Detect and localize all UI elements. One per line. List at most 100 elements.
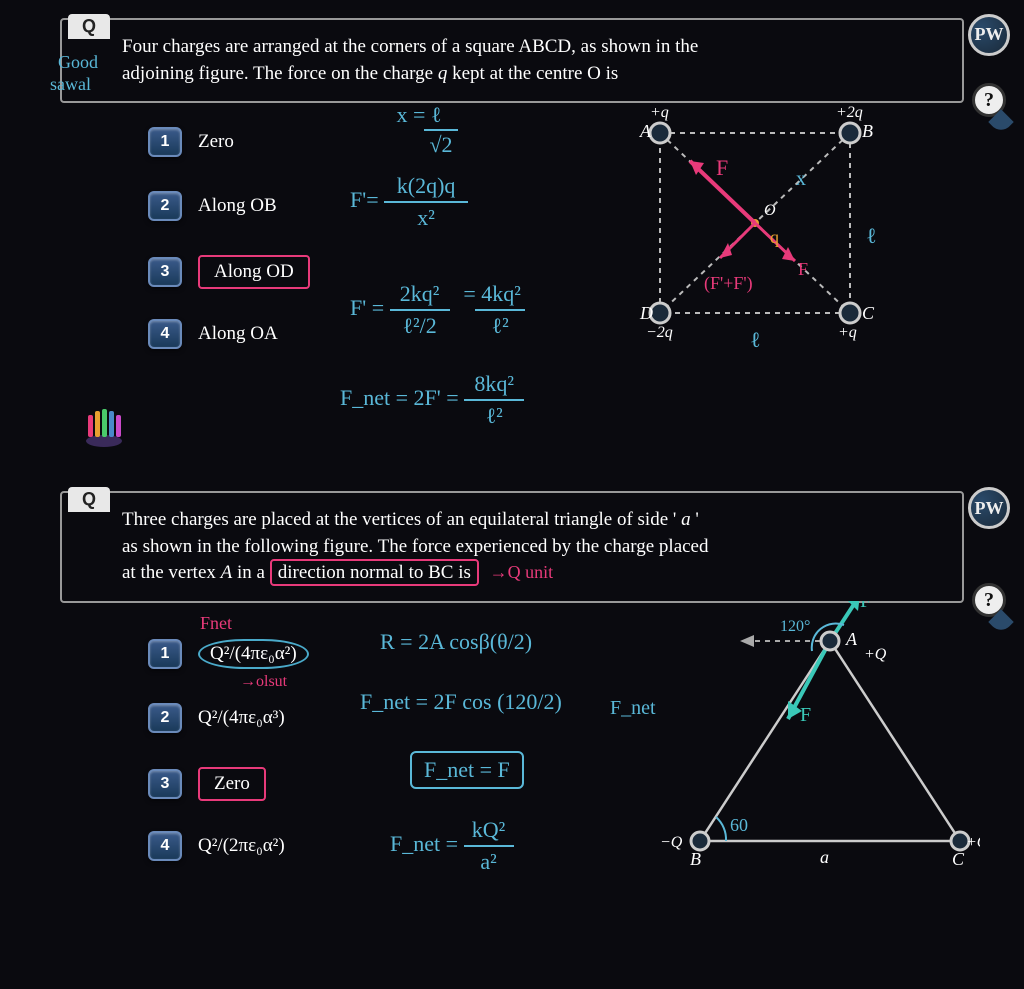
option-label-selected: Zero [198, 767, 266, 801]
svg-text:a: a [820, 847, 829, 867]
q2-annot-unit: →Q unit [490, 562, 554, 582]
svg-text:+q: +q [838, 324, 857, 341]
svg-text:F: F [860, 601, 871, 612]
svg-text:−2q: −2q [646, 324, 673, 341]
q2-triangle-diagram: A +Q B −Q C +Q a 120° 60 F F [660, 601, 980, 891]
option-label-circled: Q²/(4πε₀α²) [198, 639, 309, 669]
q1-option-2[interactable]: 2 Along OB [148, 191, 277, 221]
eq2-lhs: F_net = 2F cos [360, 689, 492, 714]
svg-text:+2q: +2q [836, 104, 863, 121]
svg-text:D: D [639, 303, 653, 323]
option-label: Q²/(2πε₀α²) [198, 835, 285, 857]
q1-eq4: F_net = 2F' = 8kq² ℓ² [340, 371, 524, 429]
q2-line3a: at the vertex [122, 562, 221, 583]
q1-text-line2a: adjoining figure. The force on the charg… [122, 63, 438, 84]
option-number: 4 [148, 831, 182, 861]
q2-tab: Q [68, 487, 110, 512]
q1-eq3: F' = 2kq² ℓ²/2 = 4kq² ℓ² [350, 281, 525, 339]
q2-boxed-text: direction normal to BC is [270, 559, 479, 586]
q2-options: Fnet 1 Q²/(4πε₀α²) →olsut 2 Q²/(4πε₀α³) … [120, 621, 964, 931]
svg-text:q: q [770, 227, 779, 247]
q2-eq4: F_net = kQ² a² [390, 817, 514, 875]
option-number: 1 [148, 127, 182, 157]
q2-option-1[interactable]: 1 Q²/(4πε₀α²) [148, 639, 309, 669]
svg-text:C: C [952, 849, 965, 869]
svg-text:A: A [639, 121, 652, 141]
option-label: Zero [198, 131, 234, 153]
svg-text:O: O [764, 202, 776, 219]
eq3-den: ℓ²/2 [402, 313, 436, 338]
eq1-num: x = ℓ [397, 102, 442, 127]
eq4-den: ℓ² [486, 403, 503, 428]
option-label: Along OA [198, 323, 278, 345]
eq2-lhs: F'= [350, 187, 379, 212]
q2-option-4[interactable]: 4 Q²/(2πε₀α²) [148, 831, 285, 861]
q1-text-line1: Four charges are arranged at the corners… [122, 36, 698, 57]
svg-text:+Q: +Q [966, 834, 980, 851]
option-number: 3 [148, 257, 182, 287]
q2-annot-fnet: Fnet [200, 613, 232, 634]
option-label-selected: Along OD [198, 255, 310, 289]
svg-text:B: B [690, 849, 701, 869]
q2-fnet-label: F_net [610, 697, 656, 720]
hands-svg [80, 401, 128, 449]
svg-text:F: F [716, 155, 728, 180]
q2-box: PW ? Three charges are placed at the ver… [60, 491, 964, 603]
svg-text:+Q: +Q [864, 646, 887, 663]
q1-options: 1 Zero 2 Along OB 3 Along OD 4 Along OA … [120, 121, 964, 481]
eq3-num: 2kq² [400, 281, 440, 306]
option-number: 1 [148, 639, 182, 669]
q2-eq3-box: F_net = F [410, 751, 524, 789]
q2-annot-olsha: →olsut [240, 673, 287, 691]
svg-text:−Q: −Q [660, 834, 683, 851]
svg-text:(F'+F'): (F'+F') [704, 273, 753, 294]
svg-text:F: F [800, 704, 811, 726]
q1-eq1: x = ℓ √2 [380, 103, 458, 157]
option-label: Q²/(4πε₀α³) [198, 707, 285, 729]
q2-line3b: in a [237, 562, 270, 583]
eq4-lhs: F_net = [390, 831, 458, 856]
svg-text:B: B [862, 121, 873, 141]
svg-text:A: A [845, 629, 858, 649]
eq3-den2: ℓ² [492, 313, 509, 338]
eq2-den: x² [417, 205, 435, 230]
q1-text-line2b: kept at the centre O is [452, 63, 618, 84]
eq4-num: kQ² [472, 817, 505, 842]
svg-text:ℓ: ℓ [750, 327, 761, 352]
pw-badge-icon: PW [968, 14, 1010, 56]
eq4-lhs: F_net = 2F' = [340, 385, 459, 410]
q1-eq2: F'= k(2q)q x² [350, 173, 468, 231]
option-number: 4 [148, 319, 182, 349]
question-1: Q PW ? Four charges are arranged at the … [60, 18, 964, 481]
svg-text:60: 60 [730, 815, 748, 835]
q1-option-3[interactable]: 3 Along OD [148, 255, 310, 289]
q1-option-1[interactable]: 1 Zero [148, 127, 234, 157]
svg-text:C: C [862, 303, 875, 323]
eq2-arg: (120/2) [497, 689, 562, 714]
eq3-lhs: F' = [350, 295, 384, 320]
svg-text:F: F [798, 259, 808, 279]
option-number: 2 [148, 191, 182, 221]
option-label: Along OB [198, 195, 277, 217]
option-number: 3 [148, 769, 182, 799]
eq2-num: k(2q)q [397, 173, 456, 198]
option-number: 2 [148, 703, 182, 733]
pw-badge-icon: PW [968, 487, 1010, 529]
q1-annot-good: Good [58, 52, 98, 73]
q2-option-3[interactable]: 3 Zero [148, 767, 266, 801]
q2-line1a: Three charges are placed at the vertices… [122, 509, 676, 530]
q1-text-q: q [438, 63, 448, 84]
q1-option-4[interactable]: 4 Along OA [148, 319, 278, 349]
q1-square-diagram: A B C D +q +2q +q −2q O F x q F (F'+F') … [620, 103, 900, 353]
q1-tab: Q [68, 14, 110, 39]
raised-hands-icon [80, 401, 128, 475]
q2-a: a [681, 509, 691, 530]
q2-eq1: R = 2A cosβ(θ/2) [380, 629, 532, 655]
q2-option-2[interactable]: 2 Q²/(4πε₀α³) [148, 703, 285, 733]
q2-eq2: F_net = 2F cos (120/2) [360, 689, 562, 715]
svg-text:ℓ: ℓ [866, 223, 877, 248]
q1-annot-sawal: sawal [50, 74, 91, 95]
q2-line1b: ' [695, 509, 698, 530]
svg-text:+q: +q [650, 104, 669, 121]
svg-text:120°: 120° [780, 618, 810, 635]
